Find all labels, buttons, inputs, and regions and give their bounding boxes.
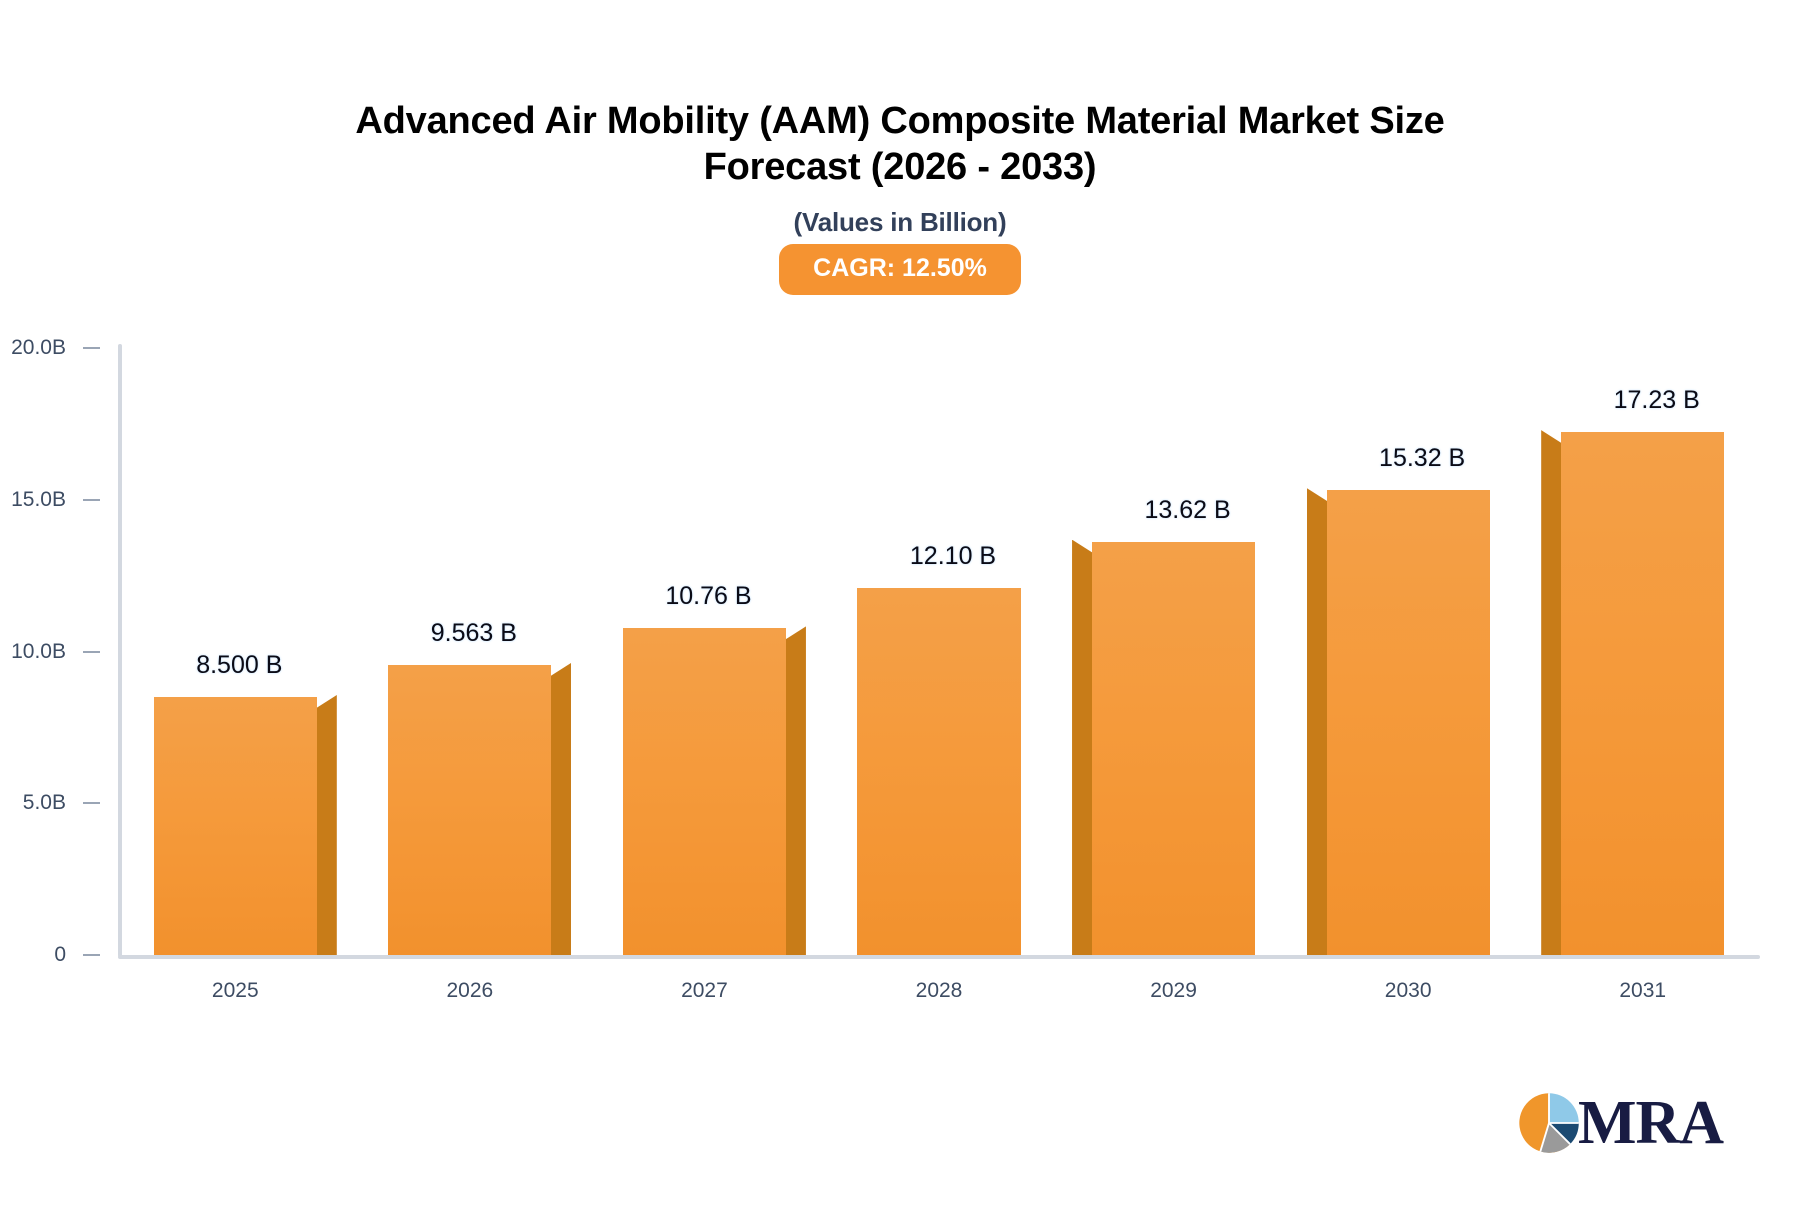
cagr-badge-wrapper: CAGR: 12.50%: [0, 243, 1800, 295]
title-block: Advanced Air Mobility (AAM) Composite Ma…: [0, 98, 1800, 295]
bar-value-label: 9.563 B: [430, 618, 517, 647]
y-axis-tick-label: 0: [54, 943, 66, 966]
y-axis-tick-label: 5.0B: [22, 791, 66, 815]
y-axis-tick-mark: [83, 347, 100, 349]
x-axis-tick-label: 2031: [1619, 979, 1667, 1002]
y-axis-line: [118, 344, 122, 957]
brand-logo-text: MRA: [1578, 1089, 1724, 1157]
bar-value-label: 15.32 B: [1379, 444, 1466, 473]
page-title: Advanced Air Mobility (AAM) Composite Ma…: [355, 100, 1445, 189]
bar-2028[interactable]: [857, 587, 1021, 955]
bar-2031[interactable]: [1561, 432, 1725, 955]
bar-3d-side: [549, 662, 572, 955]
y-axis-tick-mark: [83, 650, 100, 653]
bar-3d-side: [1072, 539, 1095, 955]
pie-chart-icon: [1519, 1093, 1579, 1153]
x-axis-tick-label: 2030: [1384, 979, 1432, 1002]
y-axis-tick-label: 20.0B: [11, 336, 66, 359]
bar-2030[interactable]: [1326, 490, 1490, 955]
x-axis-tick-label: 2027: [681, 979, 728, 1002]
y-axis-tick-label: 15.0B: [11, 487, 66, 511]
bar-value-label: 12.10 B: [909, 541, 997, 570]
bar-value-label: 10.76 B: [665, 582, 752, 611]
bar-2025[interactable]: [153, 697, 317, 955]
x-axis-tick-label: 2025: [211, 979, 259, 1002]
bar-3d-side: [783, 626, 806, 955]
bar-3d-side: [1541, 430, 1564, 955]
bar-3d-side: [1306, 488, 1329, 955]
bar-2027[interactable]: [622, 628, 786, 955]
x-axis-tick-label: 2026: [446, 979, 494, 1002]
bar-value-label: 8.500 B: [196, 651, 283, 680]
x-axis-tick-label: 2028: [915, 979, 963, 1002]
cagr-status-badge: CAGR: 12.50%: [779, 243, 1021, 295]
bar-2026[interactable]: [388, 664, 552, 955]
y-axis-tick-mark: [83, 954, 100, 956]
y-axis-tick-mark: [83, 802, 100, 805]
brand-logo: MRA: [1518, 1089, 1724, 1157]
bar-value-label: 17.23 B: [1613, 386, 1700, 415]
x-axis-tick-label: 2029: [1150, 979, 1197, 1002]
chart-subtitle: (Values in Billion): [793, 206, 1007, 237]
x-axis-line: [118, 955, 1760, 959]
bar-value-label: 13.62 B: [1144, 495, 1231, 524]
bar-3d-side: [314, 695, 337, 955]
bar-2029[interactable]: [1092, 541, 1256, 955]
y-axis-tick-mark: [83, 498, 100, 501]
y-axis-tick-label: 10.0B: [11, 639, 66, 663]
